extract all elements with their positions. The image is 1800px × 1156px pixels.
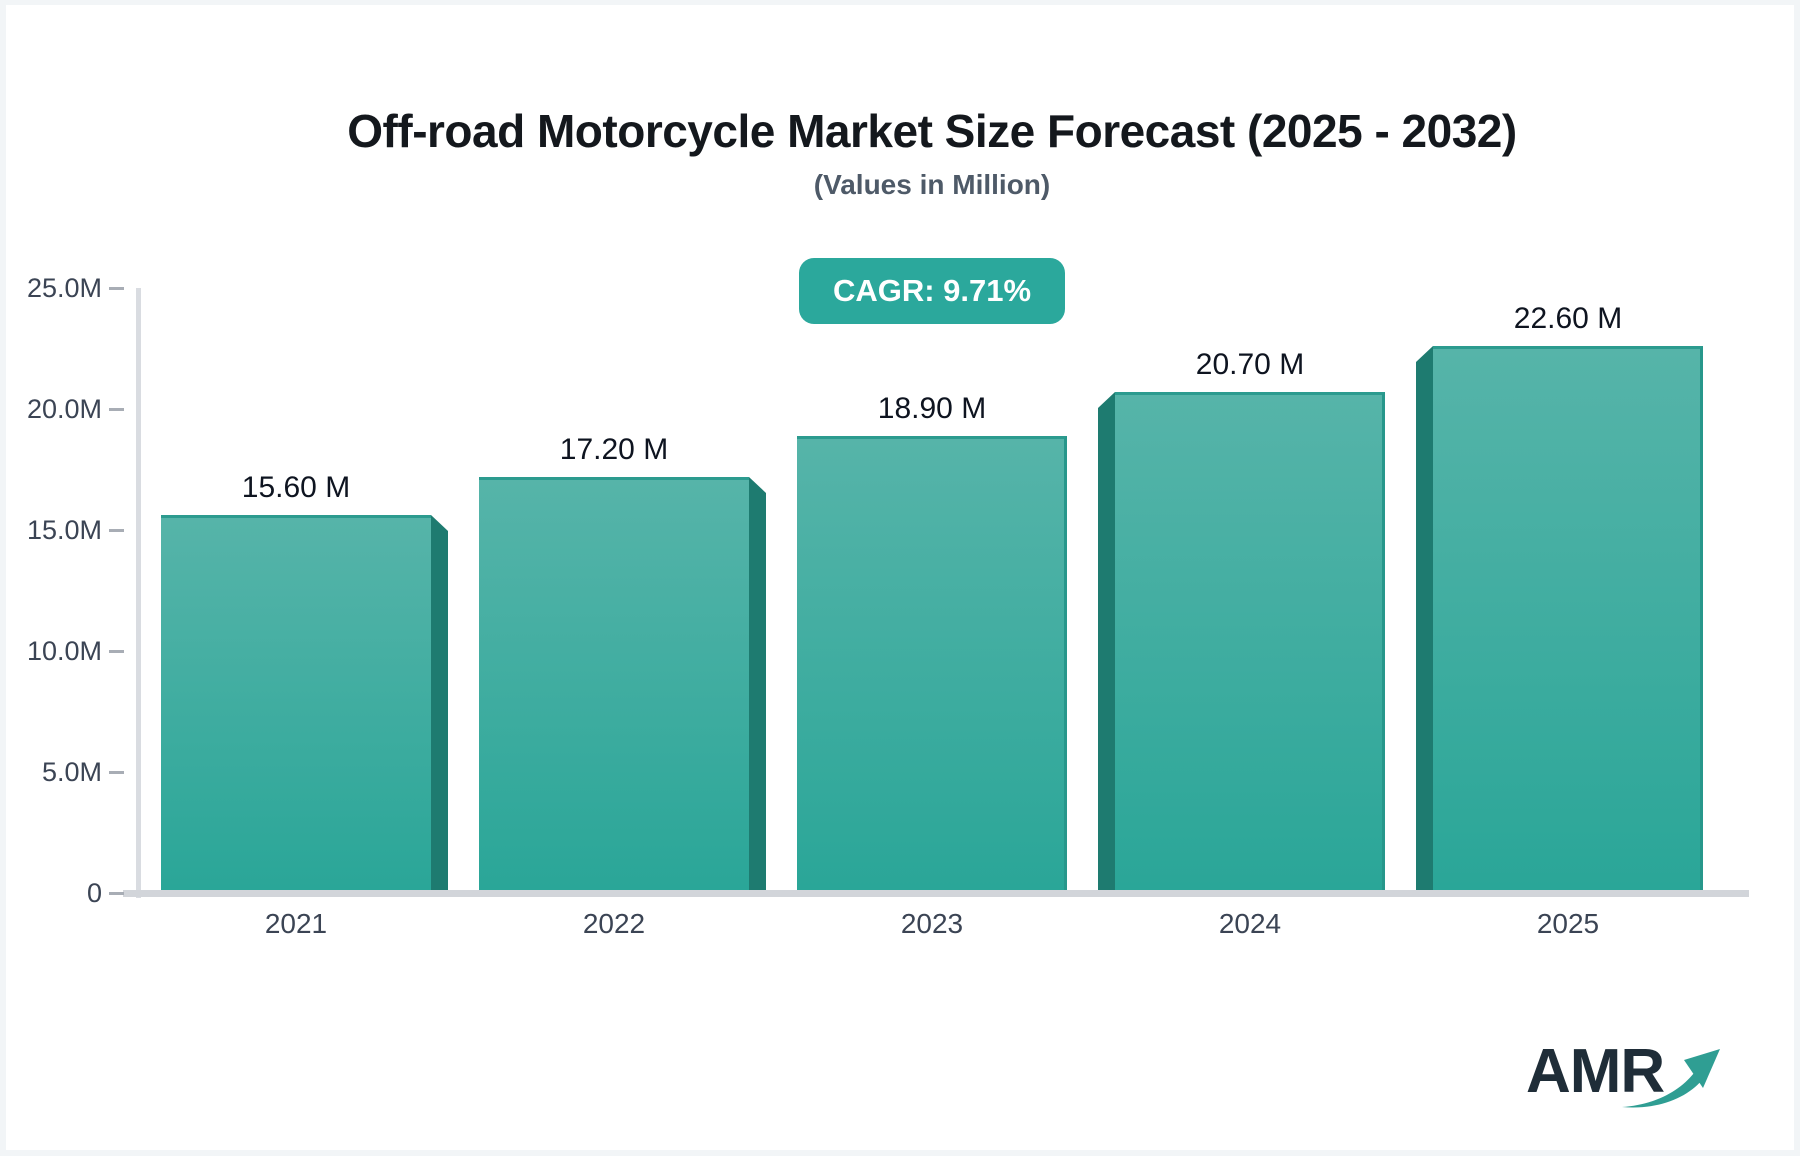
x-tick-label-2022: 2022 (582, 908, 646, 939)
growth-arrow-icon (1622, 1049, 1720, 1108)
chart-card: Off-road Motorcycle Market Size Forecast… (6, 5, 1794, 1150)
y-tick-mark (109, 287, 124, 290)
x-tick-label-2025: 2025 (1536, 908, 1600, 939)
bar-2022 (479, 477, 749, 890)
y-tick-label-5.0M: 5.0M (41, 757, 102, 787)
bar-side-2021 (431, 515, 448, 890)
bar-value-label-2021: 15.60 M (241, 471, 351, 504)
bar-value-label-2024: 20.70 M (1195, 348, 1305, 381)
y-tick-label-20.0M: 20.0M (26, 394, 102, 424)
bar-side-2025 (1416, 346, 1433, 890)
y-tick-mark (109, 408, 124, 411)
cagr-badge-label: CAGR: 9.71% (798, 258, 1066, 324)
amr-logo-text: AMR (1526, 1037, 1665, 1106)
y-tick-label-10.0M: 10.0M (26, 636, 102, 666)
y-axis-line (136, 288, 141, 898)
x-tick-label-2021: 2021 (264, 908, 328, 939)
y-tick-label-0: 0 (86, 878, 102, 908)
x-tick-label-2023: 2023 (900, 908, 964, 939)
bar-value-label-2023: 18.90 M (877, 392, 987, 425)
y-tick-label-15.0M: 15.0M (26, 515, 102, 545)
bar-value-label-2022: 17.20 M (559, 433, 669, 466)
bar-2025 (1433, 346, 1703, 890)
x-axis-line (123, 890, 1749, 897)
y-tick-mark (109, 892, 124, 895)
bar-2023 (797, 436, 1067, 890)
x-tick-label-2024: 2024 (1218, 908, 1282, 939)
amr-logo: AMR (1526, 1041, 1786, 1121)
chart-subtitle: (Values in Million) (813, 169, 1051, 200)
y-tick-mark (109, 650, 124, 653)
bar-2024 (1115, 392, 1385, 890)
bar-side-2022 (749, 477, 766, 890)
bar-value-label-2025: 22.60 M (1513, 302, 1623, 335)
y-tick-mark (109, 529, 124, 532)
bar-2021 (161, 515, 431, 890)
chart-title: Off-road Motorcycle Market Size Forecast… (347, 105, 1517, 157)
y-tick-mark (109, 771, 124, 774)
bar-side-2024 (1098, 392, 1115, 890)
y-tick-label-25.0M: 25.0M (26, 273, 102, 303)
